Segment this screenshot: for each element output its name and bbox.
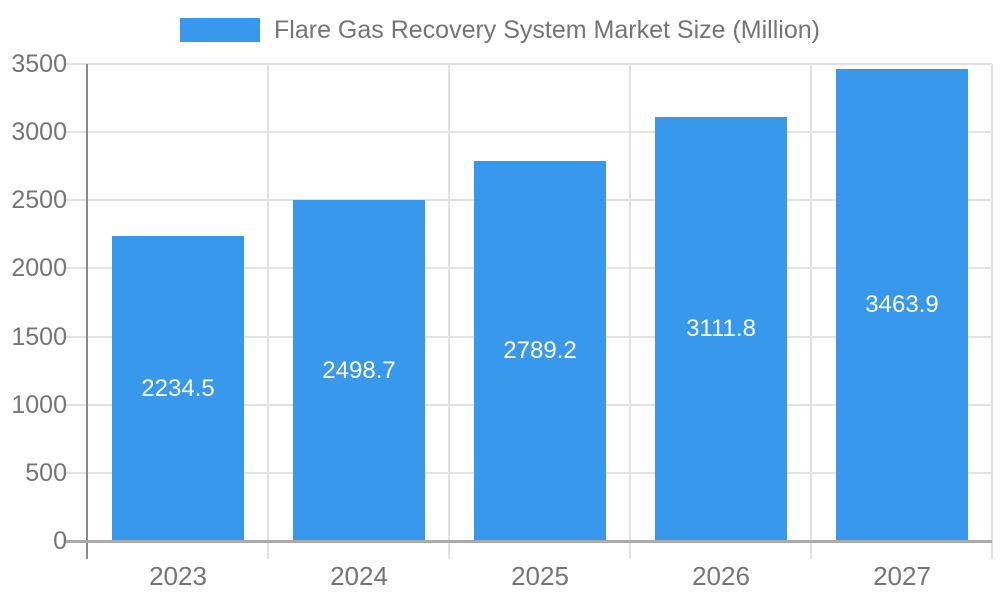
x-tick-label-2024: 2024 [330, 561, 388, 591]
bar-value-label-2025: 2789.2 [503, 337, 577, 364]
y-tick-label-2500: 2500 [11, 186, 67, 214]
x-tick-label-2026: 2026 [692, 561, 750, 591]
bar-value-label-2026: 3111.8 [686, 315, 756, 342]
legend-swatch [180, 18, 261, 42]
y-axis-tick [66, 131, 87, 133]
category-boundary-line [810, 64, 812, 559]
y-tick-label-3000: 3000 [11, 118, 67, 146]
bar-2026 [655, 117, 787, 541]
x-tick-label-2027: 2027 [873, 561, 931, 591]
y-gridline [87, 131, 992, 133]
y-axis-tick [66, 199, 87, 201]
y-tick-label-500: 500 [25, 459, 67, 487]
y-tick-label-3500: 3500 [11, 50, 67, 78]
category-boundary-line [991, 64, 993, 559]
y-axis-tick [66, 404, 87, 406]
bar-2027 [836, 69, 968, 541]
y-axis-tick [66, 63, 87, 65]
y-tick-label-1500: 1500 [11, 323, 67, 351]
y-tick-label-0: 0 [53, 527, 67, 555]
x-tick-label-2025: 2025 [511, 561, 569, 591]
x-axis-line [66, 540, 992, 543]
legend-label: Flare Gas Recovery System Market Size (M… [274, 16, 820, 44]
category-boundary-line [267, 64, 269, 559]
category-boundary-line [629, 64, 631, 559]
bar-2024 [293, 200, 425, 541]
x-tick-label-2023: 2023 [149, 561, 207, 591]
bar-value-label-2024: 2498.7 [322, 357, 396, 384]
y-axis-tick [66, 472, 87, 474]
chart-legend: Flare Gas Recovery System Market Size (M… [180, 16, 820, 44]
bar-value-label-2027: 3463.9 [865, 291, 939, 318]
y-axis-tick [66, 267, 87, 269]
bar-2023 [112, 236, 244, 541]
y-gridline [87, 63, 992, 65]
y-axis-tick [66, 336, 87, 338]
y-tick-label-1000: 1000 [11, 391, 67, 419]
bar-2025 [474, 161, 606, 541]
bar-value-label-2023: 2234.5 [141, 375, 215, 402]
y-axis-line [86, 64, 88, 559]
category-boundary-line [448, 64, 450, 559]
y-tick-label-2000: 2000 [11, 254, 67, 282]
